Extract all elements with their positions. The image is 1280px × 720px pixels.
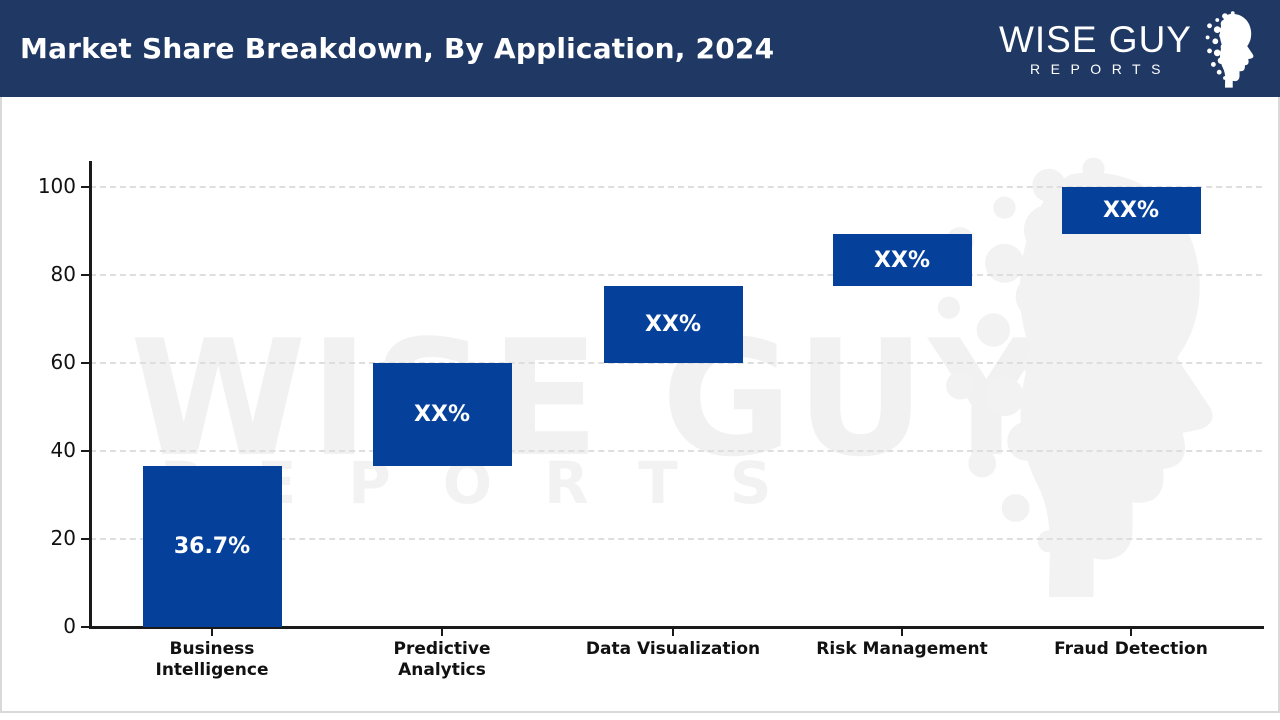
y-tick-mark [81,274,90,276]
bar-fraud-detection: XX% [1061,187,1201,235]
y-tick-mark [81,186,90,188]
y-tick-label: 60 [50,350,76,374]
x-axis-spine [89,626,1264,629]
header-bar: Market Share Breakdown, By Application, … [0,0,1280,97]
x-tick-mark [901,629,903,636]
y-tick-label: 0 [63,614,76,638]
gridline-60 [90,362,1262,364]
dotted-head-logo-icon [1205,10,1254,88]
bar-value-label: XX% [414,401,470,427]
bar-predictive-analytics: XX% [372,363,512,466]
y-tick-mark [81,362,90,364]
y-tick-mark [81,538,90,540]
bar-value-label: XX% [1103,198,1159,224]
bar-business-intelligence: 36.7% [142,465,282,627]
logo-text: WISE GUY REPORTS [999,21,1192,77]
x-axis-category-label: Data Visualization [585,639,761,659]
bar-value-label: XX% [874,247,930,273]
bar-value-label: 36.7% [173,533,251,559]
bar-risk-management: XX% [832,234,972,286]
y-tick-label: 100 [37,174,76,198]
logo-subtitle: REPORTS [1030,60,1171,77]
x-tick-mark [211,629,213,636]
y-tick-label: 40 [50,438,76,462]
x-axis-category-label: Business Intelligence [155,639,269,680]
bar-value-label: XX% [645,312,701,337]
x-axis-category-label: Fraud Detection [1054,639,1208,659]
y-tick-mark [81,450,90,452]
gridline-80 [90,274,1262,276]
x-tick-mark [672,629,674,636]
gridline-40 [90,450,1262,452]
y-tick-label: 80 [50,262,76,286]
chart-panel: WISE GUY REPORTS 0 20 40 60 80 100 36.7% Busine… [0,97,1280,713]
y-axis-spine [89,161,92,629]
x-tick-mark [1130,629,1132,636]
x-tick-mark [441,629,443,636]
y-tick-mark [81,626,90,628]
bar-data-visualization: XX% [603,286,743,363]
gridline-100 [90,186,1262,188]
x-axis-category-label: Predictive Analytics [393,639,491,680]
gridline-20 [90,538,1262,540]
x-axis-category-label: Risk Management [816,639,988,659]
page-title: Market Share Breakdown, By Application, … [20,32,775,65]
logo-wordmark: WISE GUY [998,18,1192,60]
y-tick-label: 20 [50,526,76,550]
watermark-wordmark: WISE GUY [130,305,1048,492]
wise-guy-reports-logo: WISE GUY REPORTS [999,10,1254,88]
